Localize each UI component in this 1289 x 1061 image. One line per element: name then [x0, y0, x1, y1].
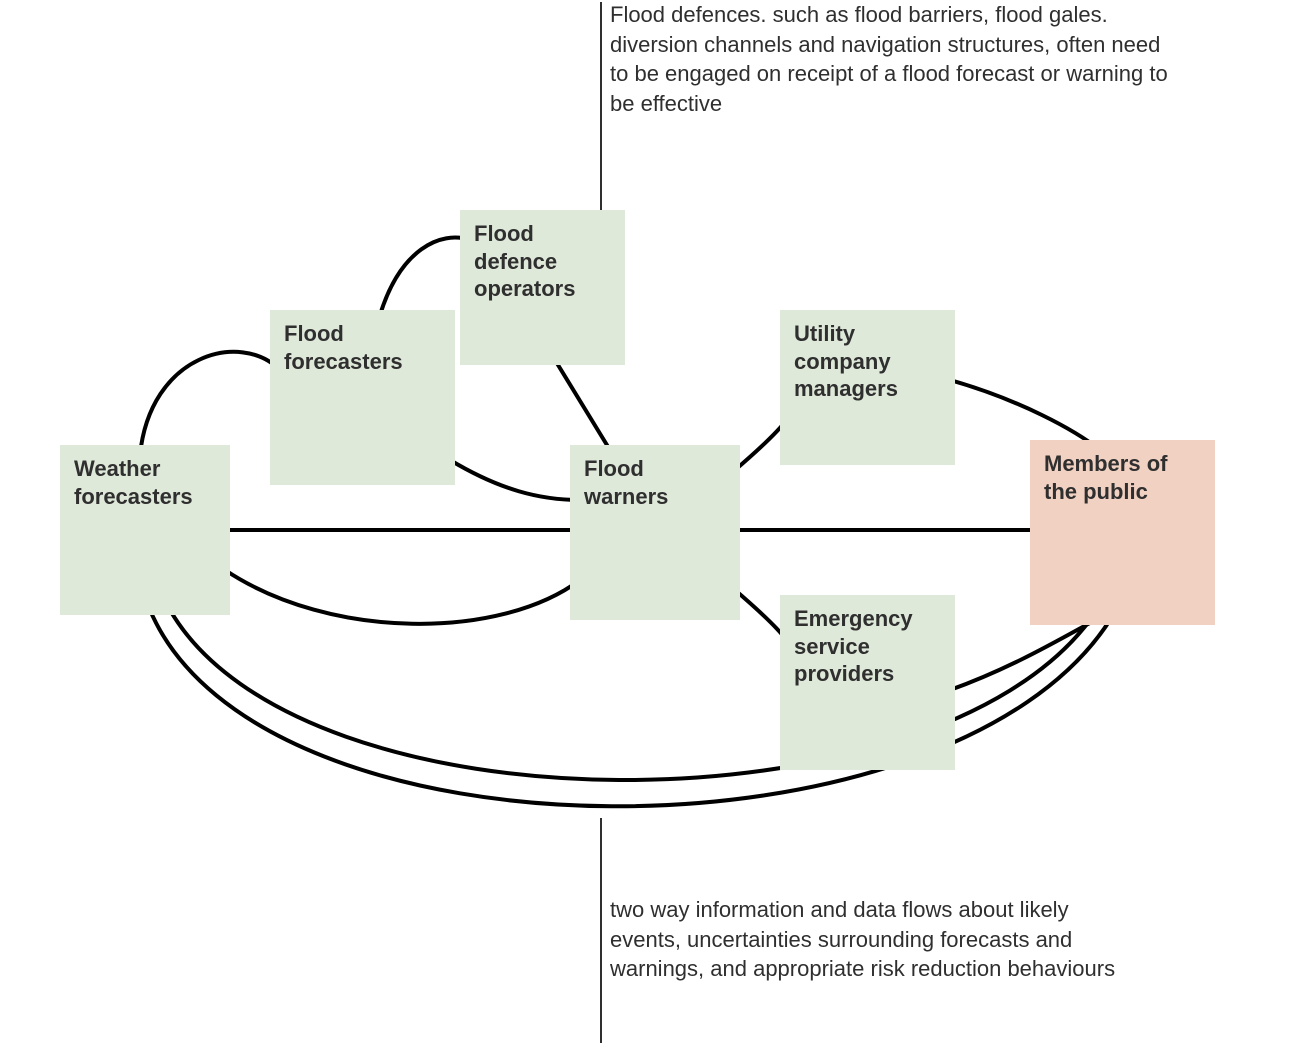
node-utility-company-managers: Utility company managers	[780, 310, 955, 465]
edge-weather-warners	[225, 570, 580, 624]
edge-emergency-public	[950, 615, 1105, 690]
diagram-stage: Weather forecasters Flood forecasters Fl…	[0, 0, 1289, 1061]
annotation-line-bottom	[600, 818, 602, 1043]
node-label: Weather forecasters	[74, 456, 193, 509]
edge-weather-floodfc	[140, 352, 280, 455]
node-label: Utility company managers	[794, 321, 898, 401]
annotation-line-top	[600, 2, 602, 212]
node-flood-warners: Flood warners	[570, 445, 740, 620]
node-label: Flood forecasters	[284, 321, 403, 374]
edge-weather-public	[150, 610, 1110, 806]
node-label: Emergency service providers	[794, 606, 913, 686]
edge-defence-warners	[555, 360, 610, 450]
edge-floodfc-defence	[380, 238, 470, 315]
node-label: Flood warners	[584, 456, 668, 509]
annotation-text: Flood defences. such as flood barriers, …	[610, 2, 1168, 116]
node-label: Members of the public	[1044, 451, 1167, 504]
annotation-bottom: two way information and data flows about…	[610, 895, 1130, 984]
edge-floodfc-warners	[450, 460, 580, 500]
node-members-of-the-public: Members of the public	[1030, 440, 1215, 625]
node-flood-forecasters: Flood forecasters	[270, 310, 455, 485]
node-flood-defence-operators: Flood defence operators	[460, 210, 625, 365]
annotation-text: two way information and data flows about…	[610, 897, 1115, 981]
annotation-top: Flood defences. such as flood barriers, …	[610, 0, 1170, 119]
node-emergency-service-providers: Emergency service providers	[780, 595, 955, 770]
node-weather-forecasters: Weather forecasters	[60, 445, 230, 615]
node-label: Flood defence operators	[474, 221, 575, 301]
